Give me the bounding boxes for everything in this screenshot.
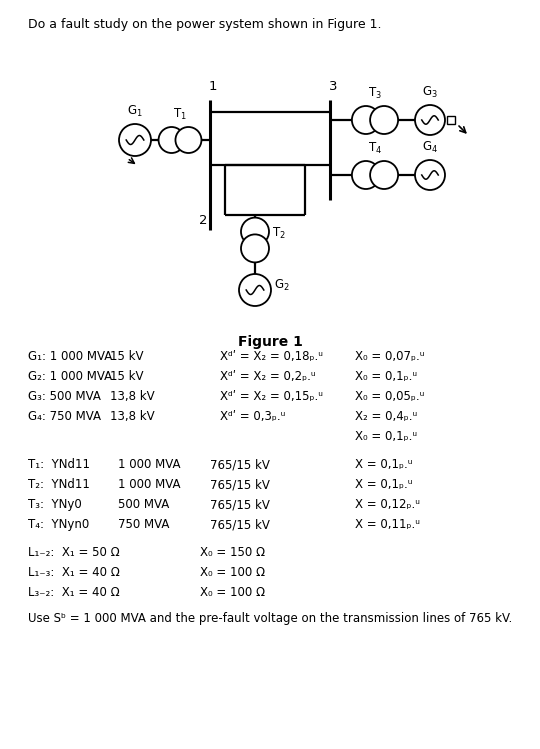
Circle shape (241, 218, 269, 246)
Text: G$_4$: G$_4$ (422, 140, 438, 155)
Text: G₃: 500 MVA: G₃: 500 MVA (28, 390, 101, 403)
Text: X = 0,12ₚ.ᵘ: X = 0,12ₚ.ᵘ (355, 498, 420, 511)
Text: G₂: 1 000 MVA: G₂: 1 000 MVA (28, 370, 112, 383)
Text: T$_2$: T$_2$ (272, 225, 286, 240)
Text: X₀ = 100 Ω: X₀ = 100 Ω (200, 586, 265, 599)
Text: X₀ = 0,1ₚ.ᵘ: X₀ = 0,1ₚ.ᵘ (355, 370, 417, 383)
Text: 1 000 MVA: 1 000 MVA (118, 478, 180, 491)
Text: 13,8 kV: 13,8 kV (110, 410, 154, 423)
Text: Xᵈʹ = X₂ = 0,18ₚ.ᵘ: Xᵈʹ = X₂ = 0,18ₚ.ᵘ (220, 350, 323, 363)
Circle shape (370, 106, 398, 134)
Text: T$_3$: T$_3$ (368, 86, 382, 101)
Text: 1: 1 (209, 80, 217, 93)
Text: 2: 2 (199, 213, 208, 226)
Text: 750 MVA: 750 MVA (118, 518, 170, 531)
Text: 3: 3 (329, 80, 338, 93)
Text: T₄:  YNyn0: T₄: YNyn0 (28, 518, 89, 531)
Text: 765/15 kV: 765/15 kV (210, 498, 270, 511)
Text: X₀ = 100 Ω: X₀ = 100 Ω (200, 566, 265, 579)
Text: L₃₋₂:  X₁ = 40 Ω: L₃₋₂: X₁ = 40 Ω (28, 586, 120, 599)
Text: 765/15 kV: 765/15 kV (210, 518, 270, 531)
Circle shape (241, 234, 269, 262)
Text: L₁₋₃:  X₁ = 40 Ω: L₁₋₃: X₁ = 40 Ω (28, 566, 120, 579)
Text: X = 0,11ₚ.ᵘ: X = 0,11ₚ.ᵘ (355, 518, 420, 531)
Text: X₀ = 150 Ω: X₀ = 150 Ω (200, 546, 265, 559)
Text: 13,8 kV: 13,8 kV (110, 390, 154, 403)
Text: G$_1$: G$_1$ (127, 104, 143, 119)
Text: Do a fault study on the power system shown in Figure 1.: Do a fault study on the power system sho… (28, 18, 381, 31)
Text: Use Sᵇ = 1 000 MVA and the pre-fault voltage on the transmission lines of 765 kV: Use Sᵇ = 1 000 MVA and the pre-fault vol… (28, 612, 512, 625)
Text: T₂:  YNd11: T₂: YNd11 (28, 478, 90, 491)
Text: 765/15 kV: 765/15 kV (210, 478, 270, 491)
Text: T$_4$: T$_4$ (368, 141, 382, 156)
Circle shape (352, 161, 380, 189)
Text: G₄: 750 MVA: G₄: 750 MVA (28, 410, 101, 423)
Text: G₁: 1 000 MVA: G₁: 1 000 MVA (28, 350, 112, 363)
Text: X₀ = 0,05ₚ.ᵘ: X₀ = 0,05ₚ.ᵘ (355, 390, 424, 403)
Text: T$_1$: T$_1$ (173, 107, 187, 122)
Circle shape (370, 161, 398, 189)
Text: T₁:  YNd11: T₁: YNd11 (28, 458, 90, 471)
Text: Xᵈʹ = 0,3ₚ.ᵘ: Xᵈʹ = 0,3ₚ.ᵘ (220, 410, 285, 423)
Bar (447, 116, 455, 124)
Circle shape (159, 127, 185, 153)
Text: X₀ = 0,1ₚ.ᵘ: X₀ = 0,1ₚ.ᵘ (355, 430, 417, 443)
Text: 500 MVA: 500 MVA (118, 498, 169, 511)
Text: 1 000 MVA: 1 000 MVA (118, 458, 180, 471)
Circle shape (119, 124, 151, 156)
Text: 15 kV: 15 kV (110, 370, 144, 383)
Text: 765/15 kV: 765/15 kV (210, 458, 270, 471)
Text: X₂ = 0,4ₚ.ᵘ: X₂ = 0,4ₚ.ᵘ (355, 410, 417, 423)
Text: Figure 1: Figure 1 (238, 335, 302, 349)
Circle shape (415, 160, 445, 190)
Circle shape (352, 106, 380, 134)
Text: X = 0,1ₚ.ᵘ: X = 0,1ₚ.ᵘ (355, 458, 413, 471)
Text: L₁₋₂:  X₁ = 50 Ω: L₁₋₂: X₁ = 50 Ω (28, 546, 120, 559)
Text: Xᵈʹ = X₂ = 0,15ₚ.ᵘ: Xᵈʹ = X₂ = 0,15ₚ.ᵘ (220, 390, 323, 403)
Text: X = 0,1ₚ.ᵘ: X = 0,1ₚ.ᵘ (355, 478, 413, 491)
Circle shape (239, 274, 271, 306)
Text: G$_3$: G$_3$ (422, 85, 438, 100)
Circle shape (415, 105, 445, 135)
Text: X₀ = 0,07ₚ.ᵘ: X₀ = 0,07ₚ.ᵘ (355, 350, 424, 363)
Circle shape (176, 127, 201, 153)
Text: Xᵈʹ = X₂ = 0,2ₚ.ᵘ: Xᵈʹ = X₂ = 0,2ₚ.ᵘ (220, 370, 315, 383)
Text: 15 kV: 15 kV (110, 350, 144, 363)
Text: T₃:  YNy0: T₃: YNy0 (28, 498, 82, 511)
Text: G$_2$: G$_2$ (274, 277, 289, 293)
